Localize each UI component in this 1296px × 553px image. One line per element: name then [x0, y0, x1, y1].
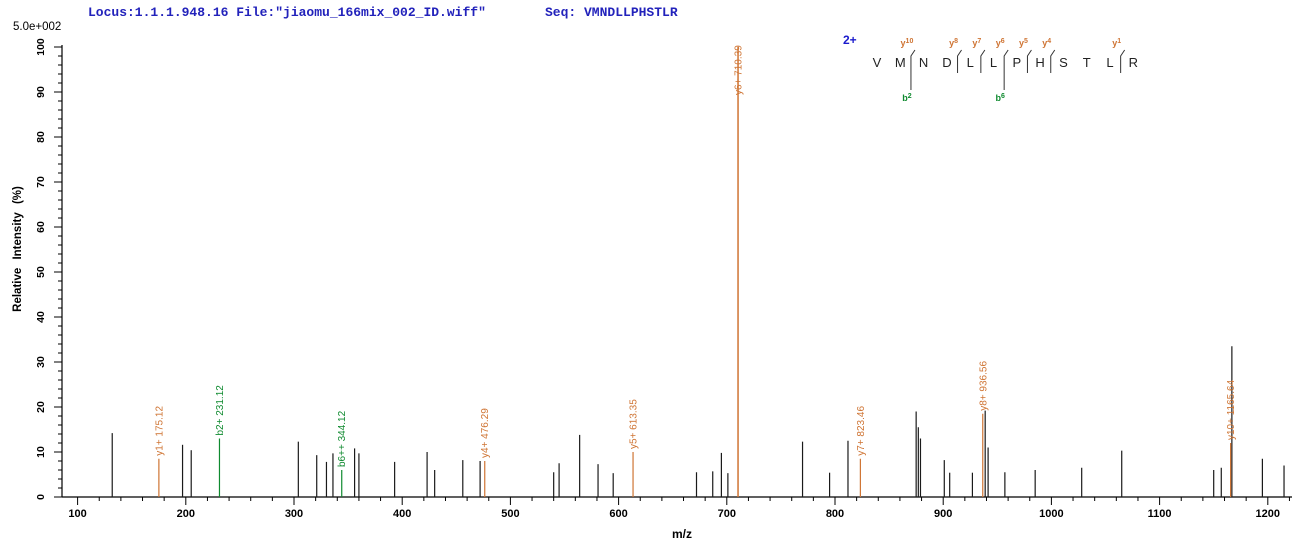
residue-letter: P: [1012, 55, 1021, 70]
intensity-scale-label: 5.0e+002: [13, 21, 62, 33]
y-tick-label: 0: [35, 494, 47, 500]
peak-label: y4+ 476.29: [480, 408, 491, 458]
peak-label: y10+ 1165.64: [1226, 379, 1237, 440]
precursor-charge-label: 2+: [843, 33, 857, 47]
y-tick-label: 10: [35, 446, 47, 458]
y-tick-label: 90: [35, 86, 47, 98]
y-cleavage-mark: [910, 49, 916, 73]
x-tick-label: 1100: [1148, 508, 1172, 520]
y-cleavage-mark: [1050, 49, 1056, 73]
residue-letter: D: [942, 55, 951, 70]
x-tick-label: 100: [68, 508, 86, 520]
x-tick-label: 1200: [1256, 508, 1280, 520]
residue-letter: H: [1035, 55, 1044, 70]
x-tick-label: 900: [934, 508, 952, 520]
b-ion-label: b2: [902, 93, 912, 103]
y-ion-label: y5: [1019, 38, 1028, 48]
y-ion-label: y7: [972, 38, 981, 48]
y-tick-label: 100: [35, 38, 47, 56]
y-cleavage-mark: [1003, 49, 1009, 73]
y-cleavage-mark: [1120, 49, 1126, 73]
y-ion-label: y6: [996, 38, 1005, 48]
residue-letter: M: [895, 55, 906, 70]
residue-letter: V: [873, 55, 882, 70]
sequence-header: Seq: VMNDLLPHSTLR: [545, 5, 678, 20]
x-tick-label: 500: [501, 508, 519, 520]
residue-letter: R: [1129, 55, 1138, 70]
residue-letter: N: [919, 55, 928, 70]
y-ion-label: y1: [1112, 38, 1121, 48]
x-tick-label: 400: [393, 508, 411, 520]
y-tick-label: 30: [35, 356, 47, 368]
residue-letter: L: [1106, 55, 1113, 70]
y-ion-label: y4: [1042, 38, 1051, 48]
residue-letter: S: [1059, 55, 1068, 70]
peak-label: y1+ 175.12: [154, 406, 165, 456]
x-tick-label: 300: [285, 508, 303, 520]
x-tick-label: 600: [609, 508, 627, 520]
residue-letter: L: [990, 55, 997, 70]
residue-letter: T: [1083, 55, 1091, 70]
peak-label: b2+ 231.12: [215, 385, 226, 436]
y-tick-label: 20: [35, 401, 47, 413]
peak-label: y5+ 613.35: [629, 399, 640, 449]
y-tick-label: 50: [35, 266, 47, 278]
b-ion-label: b6: [995, 93, 1005, 103]
locus-file-header: Locus:1.1.1.948.16 File:"jiaomu_166mix_0…: [88, 5, 486, 20]
y-tick-label: 60: [35, 221, 47, 233]
peak-label: y8+ 936.56: [978, 361, 989, 411]
residue-letter: L: [967, 55, 974, 70]
peak-label: b6++ 344.12: [337, 410, 348, 467]
y-ion-label: y8: [949, 38, 958, 48]
peak-label: y6+ 710.39: [734, 45, 745, 95]
x-tick-label: 1000: [1039, 508, 1063, 520]
y-cleavage-mark: [980, 49, 986, 73]
peak-label: y7+ 823.46: [856, 406, 867, 456]
y-tick-label: 40: [35, 311, 47, 323]
y-tick-label: 80: [35, 131, 47, 143]
x-tick-label: 800: [826, 508, 844, 520]
x-tick-label: 200: [177, 508, 195, 520]
y-ion-label: y10: [901, 38, 914, 48]
y-cleavage-mark: [1026, 49, 1032, 73]
x-tick-label: 700: [718, 508, 736, 520]
y-tick-label: 70: [35, 176, 47, 188]
y-cleavage-mark: [957, 49, 962, 73]
x-axis-title: m/z: [671, 527, 692, 541]
